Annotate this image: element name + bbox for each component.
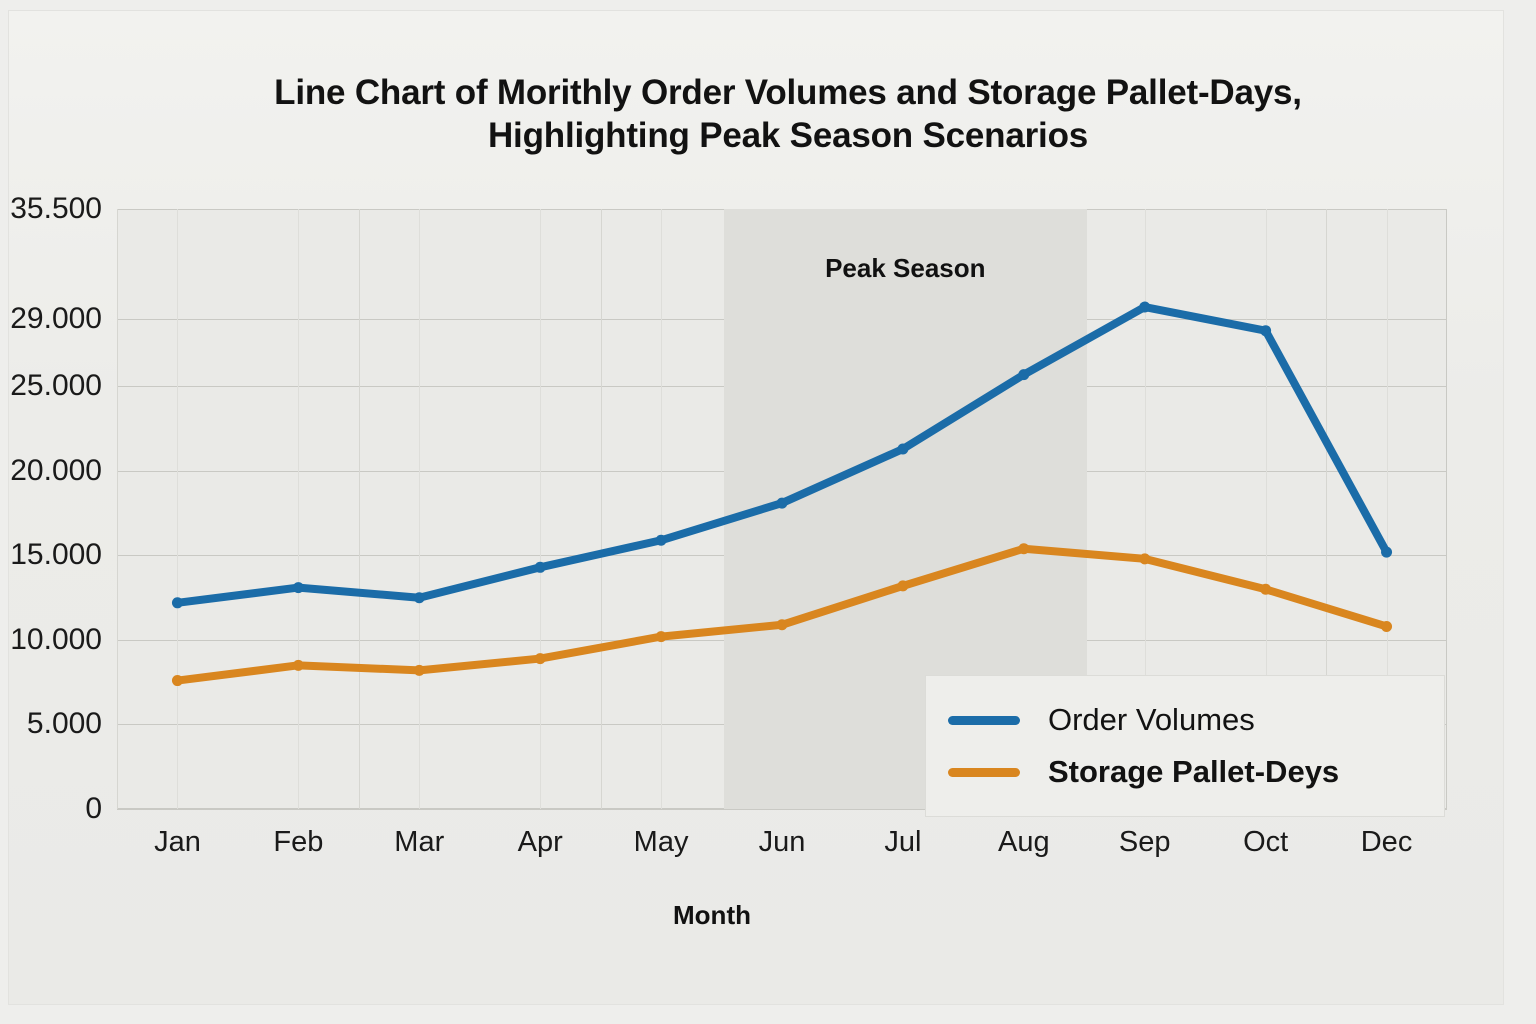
x-axis-tick-label: Oct (1243, 826, 1289, 858)
data-point-marker (534, 653, 546, 665)
y-axis-tick-label: 15.000 (10, 538, 102, 572)
data-point-marker (1139, 301, 1151, 313)
y-axis-tick-label: 35.500 (10, 192, 102, 225)
chart-title-line-1: Line Chart of Morithly Order Volumes and… (274, 73, 1302, 112)
gridline-vertical (358, 209, 360, 809)
peak-season-label: Peak Season (825, 253, 986, 283)
x-axis-tick-label: Jul (884, 826, 922, 858)
legend-item: Order Volumes (948, 694, 1422, 746)
data-point-marker (1381, 620, 1393, 632)
x-axis-tick-labels: Jan Feb Mar Apr May Jun Jul Aug Sep Oct Dec (117, 826, 1447, 876)
data-point-marker (1381, 546, 1393, 558)
gridline-horizontal (117, 809, 1447, 810)
gridline-vertical (600, 209, 602, 809)
x-axis-tick-label: Mar (394, 826, 445, 858)
legend-line-icon (948, 715, 1020, 725)
data-point-marker (1139, 553, 1151, 565)
y-axis-tick-label: 10.000 (10, 622, 102, 656)
data-point-marker (413, 664, 425, 676)
series-line (173, 544, 1391, 685)
y-axis-tick-label: 25.000 (10, 369, 102, 403)
y-axis-tick-label: 29.000 (10, 301, 102, 335)
legend-item-label: Order Volumes (1048, 702, 1255, 737)
x-axis-tick-label: Aug (998, 826, 1050, 858)
data-point-marker (655, 534, 667, 546)
y-axis-tick-label: 0 (85, 792, 102, 825)
legend-item-label: Storage Pallet-Deys (1048, 754, 1340, 789)
data-point-marker (1260, 583, 1272, 595)
gridline-vertical (540, 209, 542, 809)
data-point-marker (1260, 325, 1272, 337)
series-lines (171, 301, 1393, 687)
data-point-marker (292, 659, 304, 671)
gridline-vertical (177, 209, 179, 809)
gridline-vertical (1144, 209, 1146, 809)
y-axis-tick-labels: 0 5.000 10.000 15.000 20.000 25.000 29.000 35.5… (0, 192, 112, 825)
legend-line-icon (948, 767, 1020, 777)
x-axis-tick-label: May (633, 826, 689, 858)
x-axis-tick-label: Feb (273, 826, 324, 858)
data-point-marker (171, 597, 183, 609)
y-axis-tick-label: 5.000 (26, 707, 102, 741)
gridline-vertical (1265, 209, 1267, 809)
chart-legend: Order Volumes Storage Pallet-Deys (925, 675, 1445, 817)
x-axis-title: Month (673, 900, 751, 930)
data-point-marker (897, 580, 909, 592)
gridline-vertical (298, 209, 300, 809)
gridline-vertical (117, 209, 118, 809)
data-point-marker (1018, 543, 1030, 555)
chart-title: Line Chart of Morithly Order Volumes and… (0, 72, 1536, 157)
data-point-marker (534, 561, 546, 573)
series-line (173, 303, 1391, 607)
data-point-marker (292, 582, 304, 594)
data-point-marker (171, 675, 183, 687)
legend-item: Storage Pallet-Deys (948, 746, 1422, 798)
gridline-vertical (1386, 209, 1388, 809)
y-axis-tick-label: 20.000 (10, 453, 102, 487)
data-point-marker (897, 443, 909, 455)
data-point-marker (655, 631, 667, 643)
chart-title-line-2: Highlighting Peak Season Scenarios (487, 115, 1089, 155)
x-axis-tick-label: Jan (154, 826, 201, 858)
data-point-marker (776, 619, 788, 631)
x-axis-tick-label: Apr (517, 826, 563, 858)
plot-area: Peak Season (117, 209, 1447, 810)
gridline-vertical (419, 209, 421, 809)
data-point-marker (413, 592, 425, 604)
data-point-marker (776, 497, 788, 509)
x-axis-tick-label: Jun (758, 826, 806, 858)
data-point-marker (1018, 369, 1030, 381)
gridline-vertical (1326, 209, 1328, 809)
x-axis-tick-label: Sep (1118, 826, 1171, 858)
x-axis-tick-label: Dec (1360, 826, 1413, 858)
gridline-vertical (661, 209, 663, 809)
